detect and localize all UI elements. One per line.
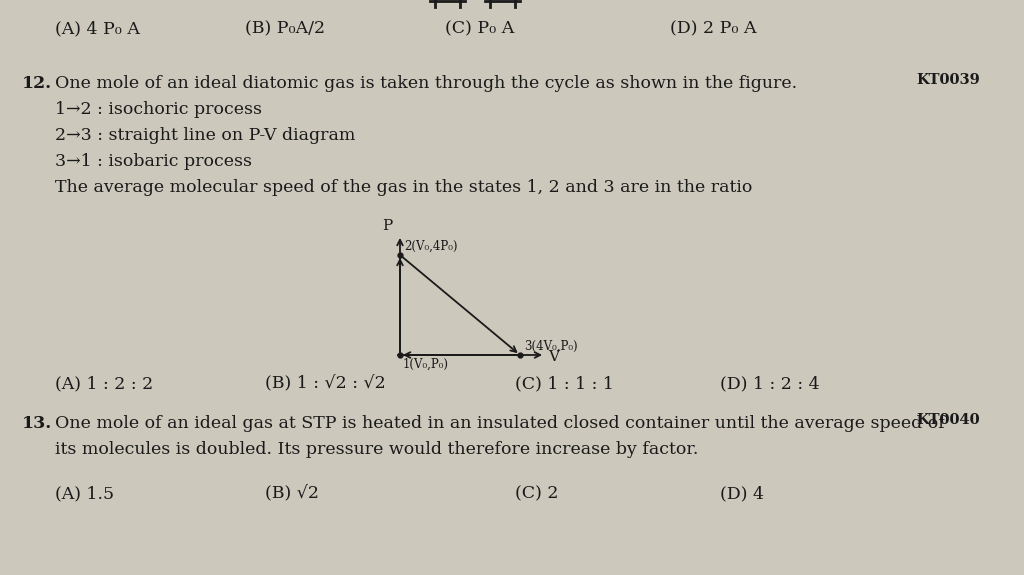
Text: The average molecular speed of the gas in the states 1, 2 and 3 are in the ratio: The average molecular speed of the gas i… xyxy=(55,179,753,196)
Text: (D) 4: (D) 4 xyxy=(720,485,764,502)
Text: (C) P₀ A: (C) P₀ A xyxy=(445,20,514,37)
Text: 2(V₀,4P₀): 2(V₀,4P₀) xyxy=(404,240,458,253)
Text: (D) 1 : 2 : 4: (D) 1 : 2 : 4 xyxy=(720,375,819,392)
Text: KT0039: KT0039 xyxy=(916,73,980,87)
Text: 2→3 : straight line on P-V diagram: 2→3 : straight line on P-V diagram xyxy=(55,127,355,144)
Text: V: V xyxy=(548,350,559,364)
Text: 1(V₀,P₀): 1(V₀,P₀) xyxy=(403,358,449,371)
Text: 1→2 : isochoric process: 1→2 : isochoric process xyxy=(55,101,262,118)
Text: (B) 1 : √2 : √2: (B) 1 : √2 : √2 xyxy=(265,375,386,392)
Text: KT0040: KT0040 xyxy=(916,413,980,427)
Text: (D) 2 P₀ A: (D) 2 P₀ A xyxy=(670,20,757,37)
Text: One mole of an ideal gas at STP is heated in an insulated closed container until: One mole of an ideal gas at STP is heate… xyxy=(55,415,945,432)
Text: (C) 2: (C) 2 xyxy=(515,485,558,502)
Text: 3→1 : isobaric process: 3→1 : isobaric process xyxy=(55,153,252,170)
Text: P: P xyxy=(382,219,392,233)
Text: 12.: 12. xyxy=(22,75,52,92)
Text: (B) √2: (B) √2 xyxy=(265,485,319,502)
Text: One mole of an ideal diatomic gas is taken through the cycle as shown in the fig: One mole of an ideal diatomic gas is tak… xyxy=(55,75,797,92)
Text: (B) P₀A/2: (B) P₀A/2 xyxy=(245,20,326,37)
Text: 3(4V₀,P₀): 3(4V₀,P₀) xyxy=(524,340,578,353)
Text: (C) 1 : 1 : 1: (C) 1 : 1 : 1 xyxy=(515,375,613,392)
Text: 13.: 13. xyxy=(22,415,52,432)
Text: (A) 4 P₀ A: (A) 4 P₀ A xyxy=(55,20,140,37)
Text: (A) 1 : 2 : 2: (A) 1 : 2 : 2 xyxy=(55,375,154,392)
Text: (A) 1.5: (A) 1.5 xyxy=(55,485,114,502)
Text: its molecules is doubled. Its pressure would therefore increase by factor.: its molecules is doubled. Its pressure w… xyxy=(55,441,698,458)
